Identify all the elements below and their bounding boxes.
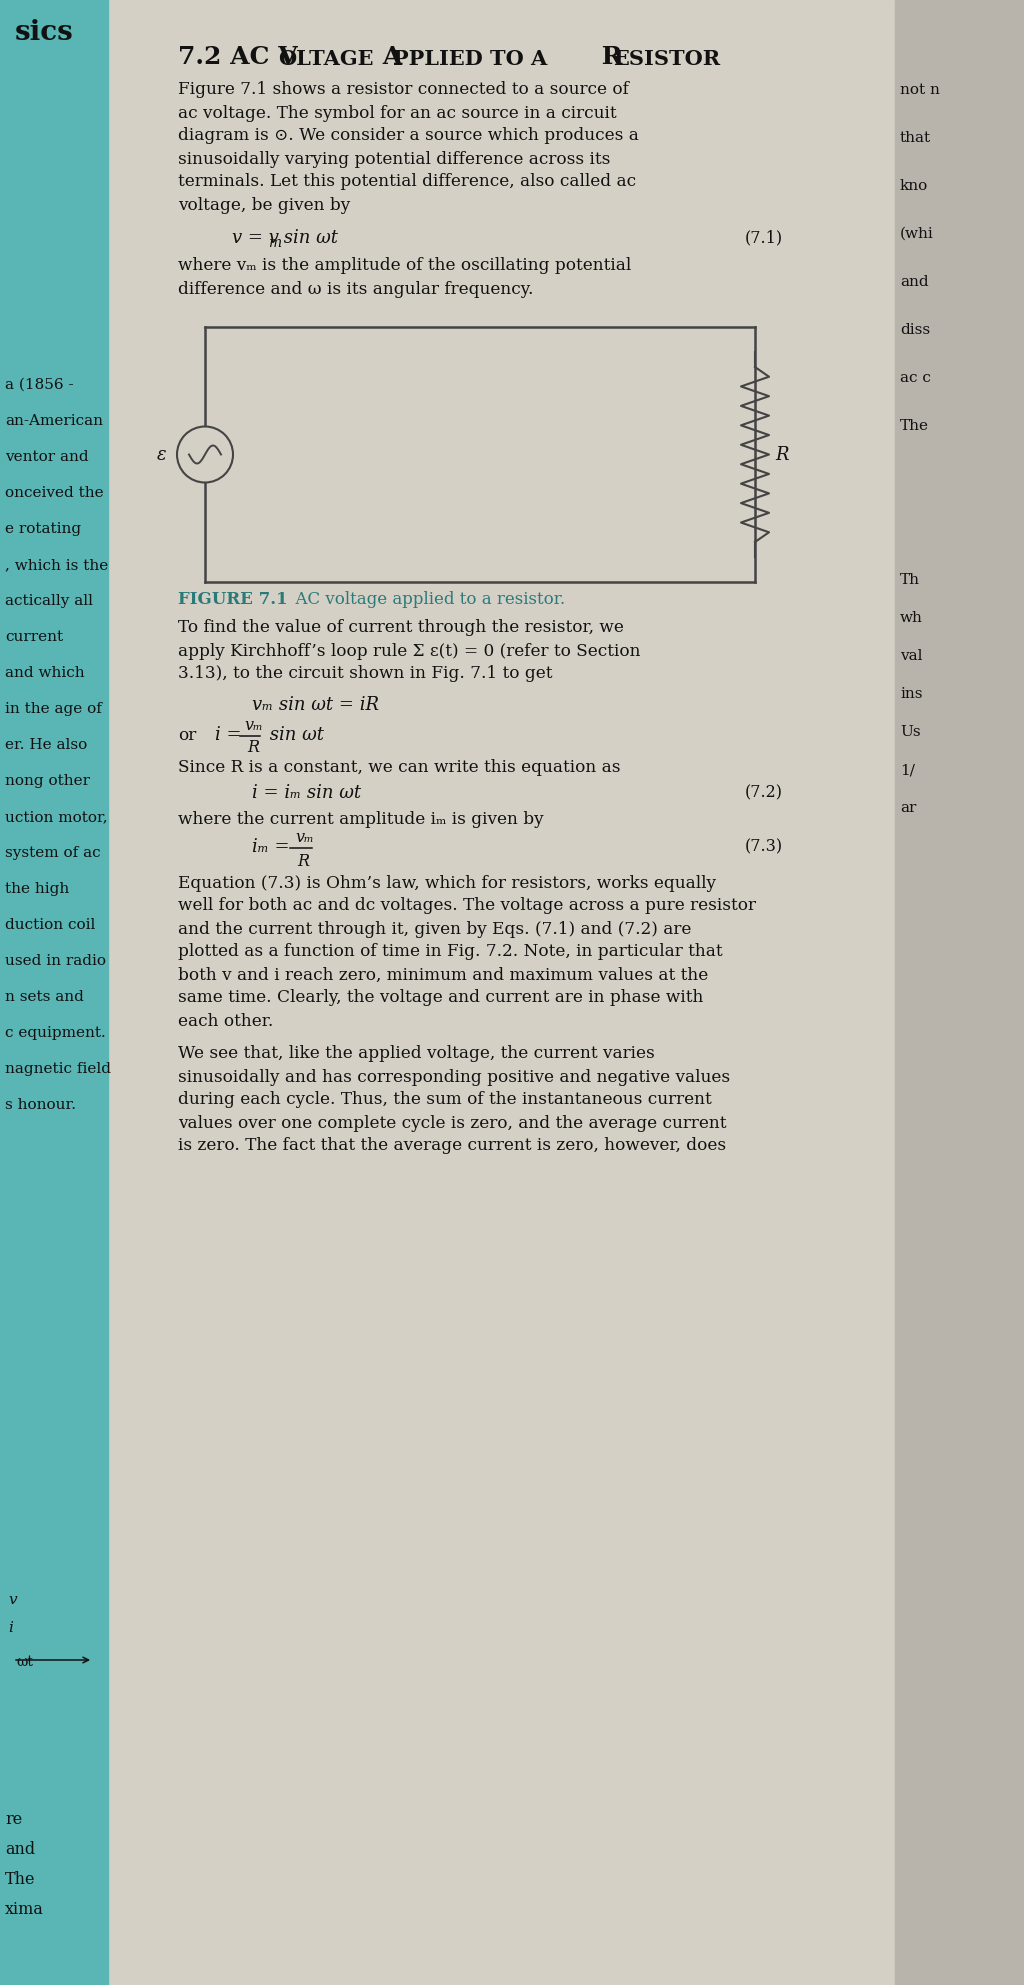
Bar [895,0,1024,1985]
Text: vₘ sin ωt = iR: vₘ sin ωt = iR [252,697,379,715]
Text: same time. Clearly, the voltage and current are in phase with: same time. Clearly, the voltage and curr… [178,989,703,1006]
Text: nong other: nong other [5,774,90,788]
Text: system of ac: system of ac [5,846,100,860]
Text: is zero. The fact that the average current is zero, however, does: is zero. The fact that the average curre… [178,1137,726,1155]
Text: er. He also: er. He also [5,738,87,752]
Text: v: v [8,1594,16,1608]
Text: each other.: each other. [178,1012,273,1030]
Text: i: i [8,1622,13,1636]
Bar [0,0,108,1985]
Text: s honour.: s honour. [5,1098,76,1112]
Text: ESISTOR: ESISTOR [613,50,720,69]
Text: re: re [5,1812,23,1828]
Text: 1/: 1/ [900,762,914,776]
Text: both v and i reach zero, minimum and maximum values at the: both v and i reach zero, minimum and max… [178,967,709,983]
Text: well for both ac and dc voltages. The voltage across a pure resistor: well for both ac and dc voltages. The vo… [178,897,756,915]
Text: Th: Th [900,574,920,588]
Text: 3.13), to the circuit shown in Fig. 7.1 to get: 3.13), to the circuit shown in Fig. 7.1 … [178,665,553,683]
Text: ar: ar [900,802,916,816]
Text: val: val [900,649,923,663]
Text: current: current [5,629,63,643]
Text: FIGURE 7.1: FIGURE 7.1 [178,592,288,609]
Text: (whi: (whi [900,226,934,240]
Text: Figure 7.1 shows a resistor connected to a source of: Figure 7.1 shows a resistor connected to… [178,81,629,99]
Text: and the current through it, given by Eqs. (7.1) and (7.2) are: and the current through it, given by Eqs… [178,921,691,937]
Text: i = iₘ sin ωt: i = iₘ sin ωt [252,784,361,802]
Text: ωt: ωt [16,1655,33,1669]
Text: c equipment.: c equipment. [5,1026,105,1040]
Text: m: m [268,236,282,250]
Text: the high: the high [5,881,70,895]
Text: difference and ω is its angular frequency.: difference and ω is its angular frequenc… [178,280,534,298]
Text: ins: ins [900,687,923,701]
Text: during each cycle. Thus, the sum of the instantaneous current: during each cycle. Thus, the sum of the … [178,1092,712,1108]
Text: R: R [593,46,623,69]
Text: We see that, like the applied voltage, the current varies: We see that, like the applied voltage, t… [178,1046,654,1062]
Text: AC voltage applied to a resistor.: AC voltage applied to a resistor. [285,592,565,609]
Text: not n: not n [900,83,940,97]
Text: terminals. Let this potential difference, also called ac: terminals. Let this potential difference… [178,173,636,191]
Text: and which: and which [5,667,85,681]
Text: (7.1): (7.1) [745,230,783,246]
Text: nagnetic field: nagnetic field [5,1062,111,1076]
Text: PPLIED TO A: PPLIED TO A [393,50,547,69]
Text: kno: kno [900,179,928,193]
Text: , which is the: , which is the [5,558,109,572]
Text: where the current amplitude iₘ is given by: where the current amplitude iₘ is given … [178,810,544,828]
Text: A: A [374,46,402,69]
Text: R: R [297,852,309,869]
Text: iₘ =: iₘ = [252,838,290,856]
Text: and: and [900,276,929,290]
Text: sin ωt: sin ωt [264,727,324,744]
Text: in the age of: in the age of [5,703,101,717]
Text: ventor and: ventor and [5,451,89,464]
Text: sics: sics [15,18,74,46]
Text: vₘ: vₘ [244,717,263,734]
Circle shape [177,427,233,482]
Text: sinusoidally varying potential difference across its: sinusoidally varying potential differenc… [178,151,610,167]
Text: apply Kirchhoff’s loop rule Σ ε(t) = 0 (refer to Section: apply Kirchhoff’s loop rule Σ ε(t) = 0 (… [178,643,640,659]
Text: actically all: actically all [5,594,93,607]
Bar [108,0,895,1985]
Text: R: R [775,445,788,464]
Text: an-American: an-American [5,415,103,429]
Text: ε: ε [157,445,167,464]
Text: diagram is ⊙. We consider a source which produces a: diagram is ⊙. We consider a source which… [178,127,639,145]
Text: OLTAGE: OLTAGE [278,50,374,69]
Text: or: or [178,727,197,744]
Text: that: that [900,131,931,145]
Text: Since R is a constant, we can write this equation as: Since R is a constant, we can write this… [178,758,621,776]
Text: (7.2): (7.2) [745,784,783,802]
Text: R: R [247,740,259,756]
Text: uction motor,: uction motor, [5,810,108,824]
Text: 7.2 AC V: 7.2 AC V [178,46,298,69]
Text: onceived the: onceived the [5,486,103,500]
Text: duction coil: duction coil [5,917,95,933]
Text: v = v: v = v [232,228,279,246]
Text: To find the value of current through the resistor, we: To find the value of current through the… [178,619,624,637]
Text: Us: Us [900,725,921,738]
Text: The: The [900,419,929,433]
Text: values over one complete cycle is zero, and the average current: values over one complete cycle is zero, … [178,1114,726,1131]
Text: ac voltage. The symbol for an ac source in a circuit: ac voltage. The symbol for an ac source … [178,105,616,121]
Text: ac c: ac c [900,371,931,385]
Text: used in radio: used in radio [5,955,106,969]
Text: e rotating: e rotating [5,522,81,536]
Text: where vₘ is the amplitude of the oscillating potential: where vₘ is the amplitude of the oscilla… [178,258,631,274]
Text: Equation (7.3) is Ohm’s law, which for resistors, works equally: Equation (7.3) is Ohm’s law, which for r… [178,875,716,891]
Text: i =: i = [215,727,242,744]
Text: wh: wh [900,611,923,625]
Text: voltage, be given by: voltage, be given by [178,197,350,214]
Text: sinusoidally and has corresponding positive and negative values: sinusoidally and has corresponding posit… [178,1068,730,1086]
Text: (7.3): (7.3) [745,838,783,856]
Text: n sets and: n sets and [5,991,84,1004]
Text: vₘ: vₘ [295,828,314,846]
Text: The: The [5,1872,36,1888]
Text: sin ωt: sin ωt [278,228,338,246]
Text: plotted as a function of time in Fig. 7.2. Note, in particular that: plotted as a function of time in Fig. 7.… [178,943,723,961]
Text: a (1856 -: a (1856 - [5,377,74,391]
Text: and: and [5,1842,35,1858]
Text: xima: xima [5,1902,44,1918]
Text: diss: diss [900,324,930,337]
